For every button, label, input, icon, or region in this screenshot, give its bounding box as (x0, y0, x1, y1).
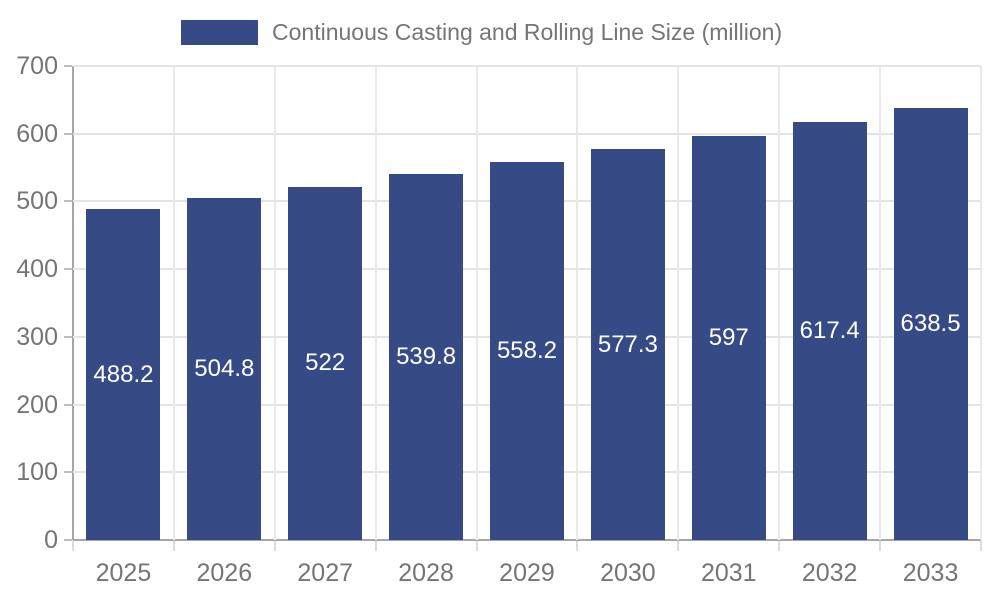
bar-2026 (187, 198, 262, 540)
gridline-v (980, 66, 982, 540)
bar-value-label: 522 (305, 349, 346, 377)
y-axis-label: 700 (16, 52, 58, 80)
bar-value-label: 617.4 (799, 316, 860, 344)
bar-2028 (389, 174, 464, 540)
gridline-v (273, 66, 276, 540)
gridline-v (374, 66, 377, 540)
x-axis-tick (374, 541, 377, 551)
bar-value-label: 539.8 (396, 343, 457, 371)
y-axis-label: 600 (16, 119, 58, 148)
x-axis-tick (72, 541, 74, 551)
x-axis-tick (576, 541, 579, 551)
bar-value-label: 558.2 (496, 337, 558, 364)
bar-2030 (590, 149, 665, 540)
bar-value-label: 638.5 (900, 309, 961, 337)
x-axis-label: 2026 (196, 559, 253, 587)
gridline-v (879, 66, 882, 540)
bar-value-label: 488.2 (93, 360, 154, 388)
y-axis-label: 0 (44, 526, 58, 554)
x-axis-label: 2030 (600, 559, 656, 587)
y-axis-label: 500 (16, 187, 58, 216)
y-axis-tick (64, 539, 72, 541)
bar-value-label: 504.8 (194, 355, 255, 383)
y-axis-tick (64, 65, 72, 67)
y-axis-label: 100 (16, 458, 58, 487)
x-axis-label: 2029 (499, 559, 555, 587)
x-axis-line (73, 539, 981, 541)
gridline-h (73, 132, 981, 135)
x-axis-label: 2025 (95, 559, 152, 587)
gridline-v (475, 66, 478, 540)
bar-2031 (691, 135, 766, 540)
x-axis-tick (475, 541, 478, 551)
bar-2033 (893, 107, 968, 540)
x-axis-label: 2032 (801, 559, 858, 587)
x-axis-label: 2027 (297, 559, 354, 587)
legend-label[interactable]: Continuous Casting and Rolling Line Size… (272, 18, 783, 45)
gridline-h (73, 65, 981, 67)
bar-value-label: 577.3 (597, 330, 658, 358)
y-axis-tick (64, 268, 72, 271)
y-axis-tick (64, 132, 72, 135)
legend-swatch[interactable] (181, 19, 258, 45)
y-axis-label: 200 (16, 390, 58, 419)
bar-2025 (86, 209, 161, 540)
x-axis-tick (980, 541, 982, 551)
x-axis-label: 2031 (700, 559, 757, 587)
y-axis-tick (64, 335, 72, 338)
y-axis-label: 400 (16, 255, 58, 284)
x-axis-tick (778, 541, 781, 551)
x-axis-label: 2033 (902, 559, 959, 587)
x-axis-tick (677, 541, 680, 551)
gridline-v (576, 66, 579, 540)
y-axis-tick (64, 403, 72, 406)
gridline-v (172, 66, 175, 540)
bar-2029 (490, 162, 564, 540)
bar-value-label: 597 (708, 323, 749, 351)
y-axis-tick (64, 471, 72, 474)
gridline-v (677, 66, 680, 540)
y-axis-label: 300 (16, 322, 58, 351)
y-axis-tick (64, 200, 72, 203)
x-axis-label: 2028 (398, 559, 454, 587)
x-axis-tick (273, 541, 276, 551)
bar-2032 (792, 121, 867, 540)
plot-area: 488.2 504.8 522 539.8 558.2 577.3 597 617.4 638.… (73, 65, 982, 540)
x-axis-tick (879, 541, 882, 551)
x-axis-tick (172, 541, 175, 551)
gridline-v (778, 66, 781, 540)
legend[interactable]: Continuous Casting and Rolling Line Size… (181, 16, 782, 48)
bar-2027 (288, 186, 363, 540)
y-axis-line (72, 66, 74, 540)
